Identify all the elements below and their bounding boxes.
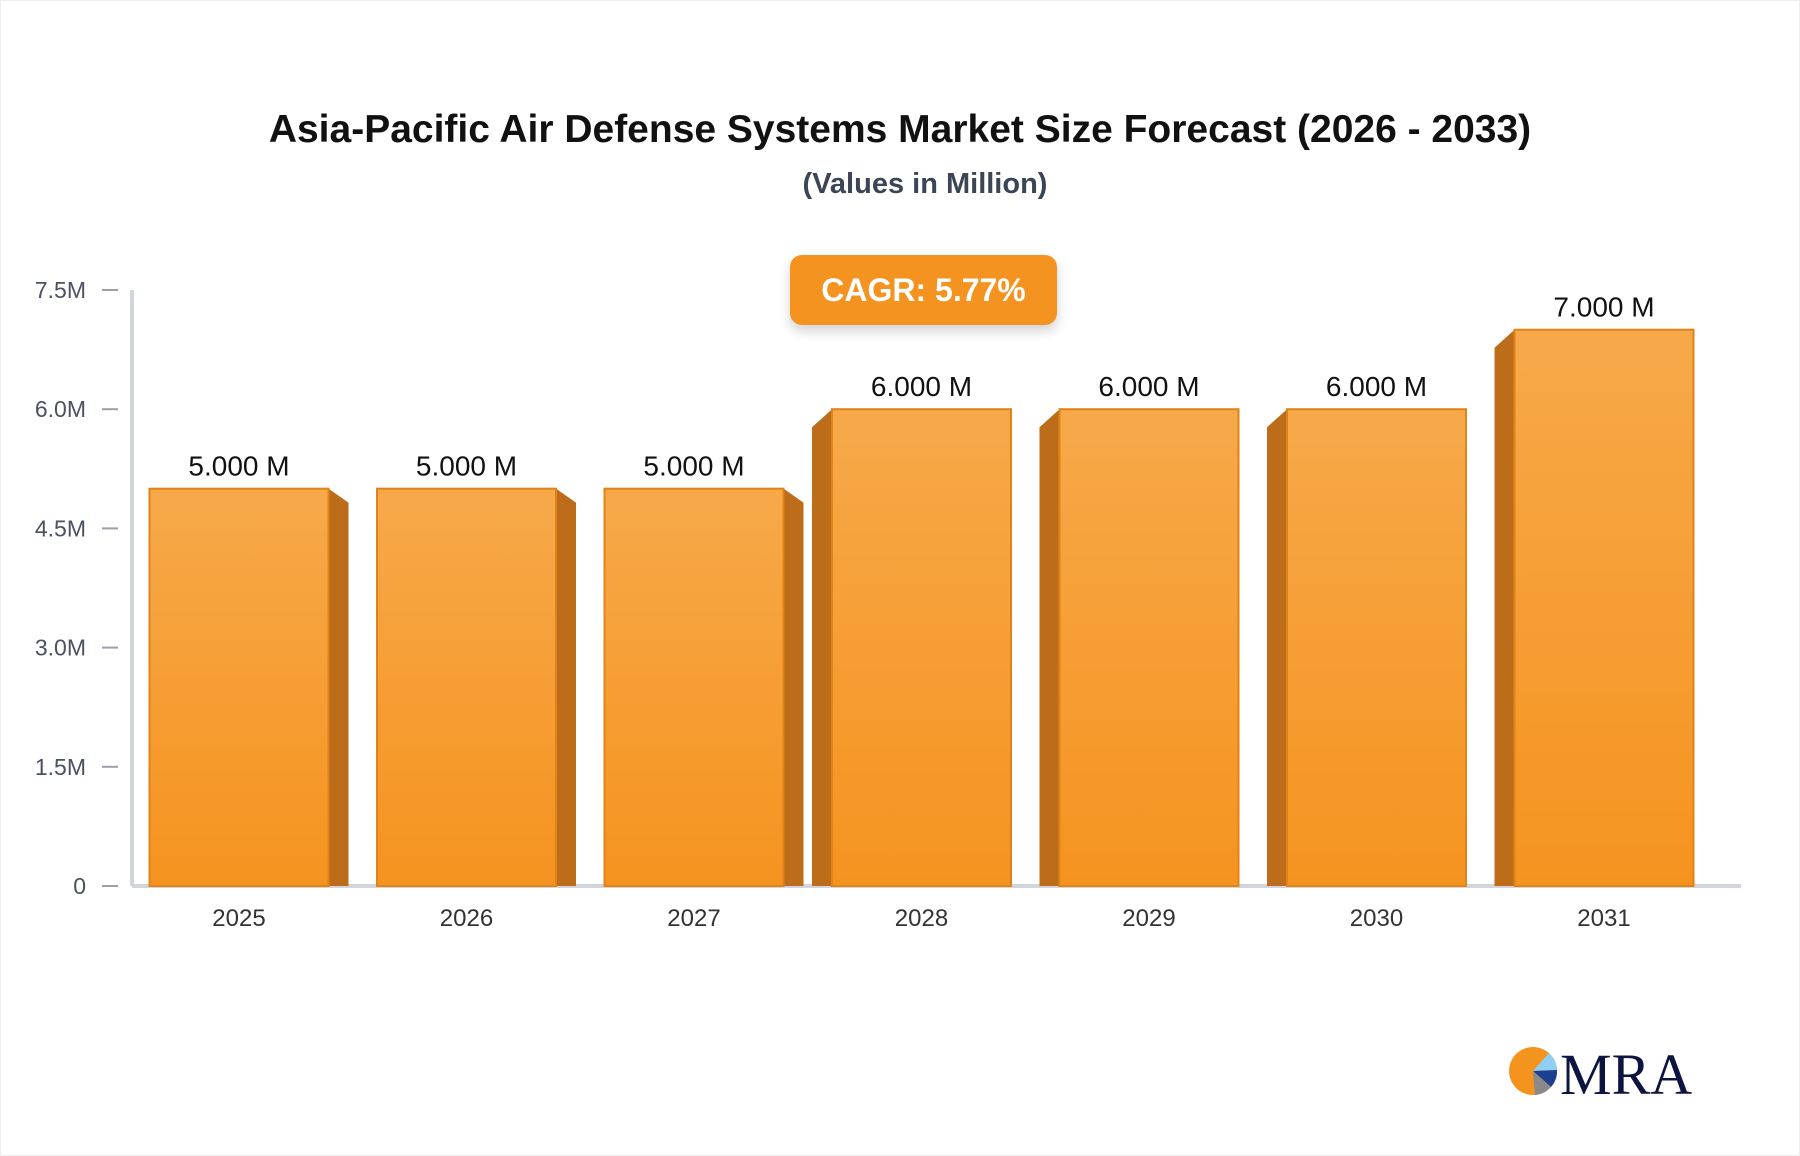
data-label: 6.000 M <box>871 371 972 402</box>
data-label: 7.000 M <box>1553 292 1654 323</box>
bar <box>1513 328 1695 887</box>
bar <box>376 487 557 887</box>
bar <box>1286 408 1467 887</box>
mra-logo: MRA <box>1509 1042 1692 1100</box>
bar <box>831 408 1012 887</box>
bar-group: 7.000 M 2031 <box>1494 292 1695 932</box>
bar-group: 5.000 M 2025 <box>148 451 349 932</box>
bar-group: 6.000 M 2029 <box>1039 371 1240 932</box>
bar-side <box>812 409 832 886</box>
bar <box>1058 408 1240 887</box>
bar-side <box>1494 329 1515 886</box>
bar-side <box>1039 409 1060 886</box>
y-tick-label: 6.0M <box>35 396 86 422</box>
x-tick-label: 2030 <box>1350 905 1403 932</box>
y-tick-label: 3.0M <box>35 635 86 661</box>
x-tick-label: 2026 <box>440 905 493 932</box>
bar-group: 5.000 M 2026 <box>376 451 576 932</box>
data-label: 6.000 M <box>1326 371 1427 402</box>
bar-side <box>783 488 804 886</box>
data-label: 5.000 M <box>643 451 744 482</box>
bar-side <box>556 488 576 886</box>
x-tick-label: 2031 <box>1577 905 1630 932</box>
chart-subtitle: (Values in Million) <box>802 168 1048 200</box>
y-tick-label: 4.5M <box>35 515 86 541</box>
data-label: 5.000 M <box>416 451 517 482</box>
bar <box>603 487 785 887</box>
bar-group: 6.000 M 2028 <box>812 371 1012 932</box>
y-tick-label: 0 <box>73 873 86 899</box>
data-label: 6.000 M <box>1098 371 1199 402</box>
bar <box>148 487 330 887</box>
svg-text:MRA: MRA <box>1560 1042 1692 1100</box>
y-tick-label: 7.5M <box>35 277 86 303</box>
y-tick-label: 1.5M <box>35 754 86 780</box>
chart-title: Asia-Pacific Air Defense Systems Market … <box>268 108 1532 151</box>
cagr-badge: CAGR: 5.77% <box>790 255 1057 325</box>
x-tick-label: 2025 <box>212 905 265 932</box>
x-tick-label: 2028 <box>895 905 948 932</box>
x-tick-label: 2027 <box>667 905 720 932</box>
bar-side <box>328 488 349 886</box>
bar-side <box>1267 409 1287 886</box>
bar-group: 6.000 M 2030 <box>1267 371 1467 932</box>
data-label: 5.000 M <box>188 451 289 482</box>
x-tick-label: 2029 <box>1122 905 1175 932</box>
bar-group: 5.000 M 2027 <box>603 451 804 932</box>
